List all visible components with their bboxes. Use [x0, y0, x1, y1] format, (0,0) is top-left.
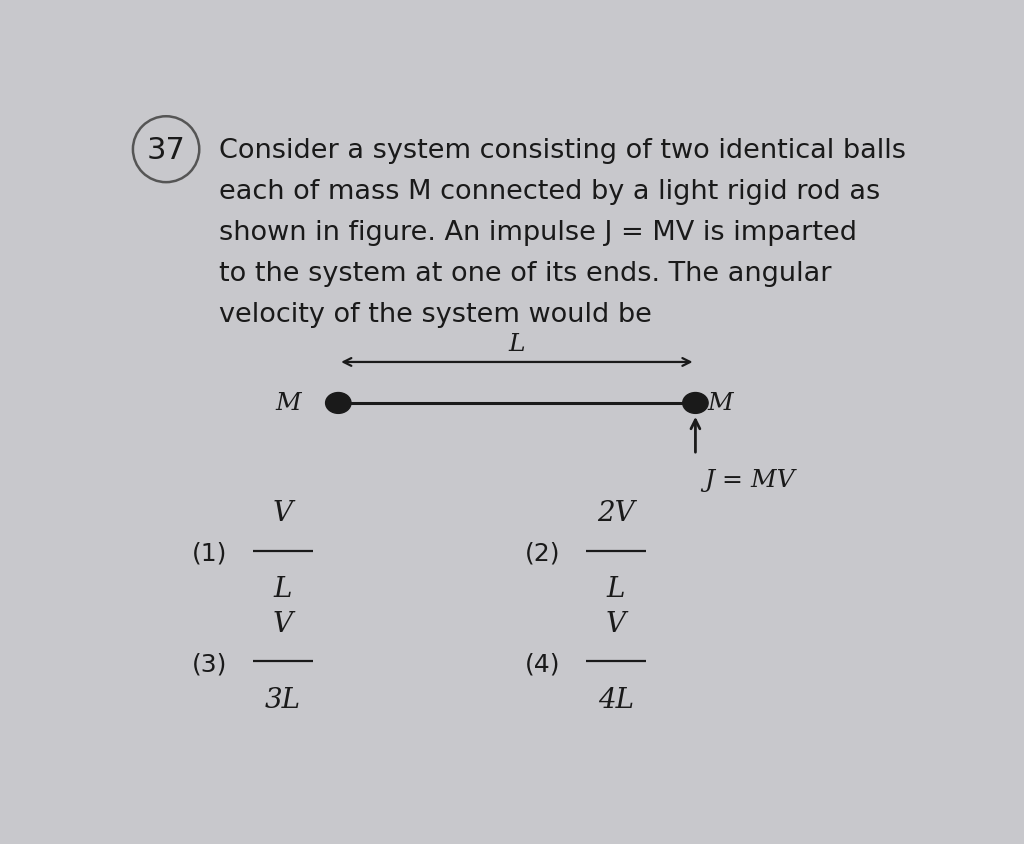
Text: 4L: 4L	[598, 686, 634, 713]
Text: (1): (1)	[191, 541, 227, 565]
Circle shape	[683, 393, 709, 414]
Text: M: M	[708, 392, 733, 414]
Text: J = MV: J = MV	[705, 468, 795, 491]
Text: shown in figure. An impulse J = MV is imparted: shown in figure. An impulse J = MV is im…	[219, 219, 857, 246]
Text: 3L: 3L	[265, 686, 301, 713]
Text: velocity of the system would be: velocity of the system would be	[219, 301, 652, 327]
Text: M: M	[275, 392, 301, 414]
Text: (3): (3)	[191, 652, 227, 675]
Text: V: V	[272, 610, 293, 636]
Text: 2V: 2V	[597, 500, 635, 527]
Text: V: V	[606, 610, 626, 636]
Text: (2): (2)	[524, 541, 560, 565]
Circle shape	[326, 393, 351, 414]
Text: L: L	[509, 333, 525, 356]
Text: Consider a system consisting of two identical balls: Consider a system consisting of two iden…	[219, 138, 906, 164]
Text: to the system at one of its ends. The angular: to the system at one of its ends. The an…	[219, 261, 831, 286]
Text: 37: 37	[146, 136, 185, 165]
Text: (4): (4)	[524, 652, 560, 675]
Text: L: L	[273, 576, 292, 603]
Text: each of mass M connected by a light rigid rod as: each of mass M connected by a light rigi…	[219, 179, 881, 204]
Text: V: V	[272, 500, 293, 527]
Text: L: L	[607, 576, 626, 603]
